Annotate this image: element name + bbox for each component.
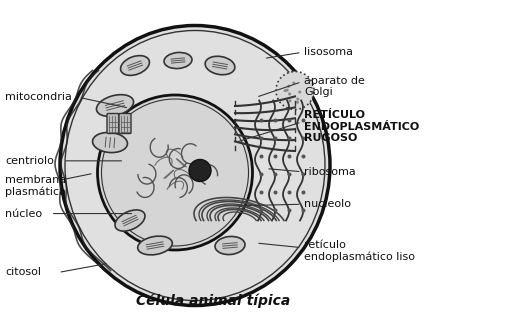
FancyBboxPatch shape	[119, 114, 131, 133]
Ellipse shape	[287, 85, 290, 88]
Ellipse shape	[276, 71, 314, 110]
Ellipse shape	[302, 209, 306, 213]
Ellipse shape	[287, 172, 292, 176]
Text: núcleo: núcleo	[5, 209, 42, 218]
Ellipse shape	[273, 155, 277, 159]
Ellipse shape	[302, 155, 306, 159]
Ellipse shape	[260, 209, 264, 213]
Ellipse shape	[284, 89, 286, 92]
FancyBboxPatch shape	[107, 114, 119, 133]
Ellipse shape	[273, 172, 277, 176]
Ellipse shape	[205, 56, 235, 75]
Ellipse shape	[285, 89, 288, 92]
Ellipse shape	[273, 191, 277, 195]
Ellipse shape	[260, 191, 264, 195]
Ellipse shape	[115, 210, 145, 231]
Ellipse shape	[296, 101, 299, 104]
Ellipse shape	[60, 25, 330, 306]
Text: centriolo: centriolo	[5, 156, 54, 166]
Ellipse shape	[260, 172, 264, 176]
Ellipse shape	[138, 236, 172, 255]
Ellipse shape	[302, 118, 306, 122]
Ellipse shape	[296, 98, 299, 101]
Ellipse shape	[302, 191, 306, 195]
Ellipse shape	[302, 136, 306, 140]
Ellipse shape	[97, 95, 252, 250]
Ellipse shape	[273, 136, 277, 140]
Ellipse shape	[293, 81, 296, 85]
Ellipse shape	[164, 52, 192, 69]
Text: membrana
plasmática: membrana plasmática	[5, 174, 66, 197]
Ellipse shape	[287, 191, 292, 195]
Ellipse shape	[273, 118, 277, 122]
Text: retículo
endoplasmático liso: retículo endoplasmático liso	[304, 240, 415, 262]
Ellipse shape	[273, 209, 277, 213]
Text: citosol: citosol	[5, 267, 41, 277]
Ellipse shape	[287, 209, 292, 213]
Text: aparato de
Golgi: aparato de Golgi	[304, 76, 365, 97]
Text: Célula animal típica: Célula animal típica	[136, 294, 290, 308]
Text: mitocondria: mitocondria	[5, 92, 72, 102]
Ellipse shape	[287, 118, 292, 122]
Ellipse shape	[96, 95, 133, 116]
Ellipse shape	[260, 136, 264, 140]
Text: lisosoma: lisosoma	[304, 47, 353, 57]
Ellipse shape	[121, 56, 150, 75]
Text: nucleolo: nucleolo	[304, 199, 351, 209]
Ellipse shape	[298, 91, 301, 94]
Ellipse shape	[302, 172, 306, 176]
Text: ribosoma: ribosoma	[304, 167, 356, 177]
Ellipse shape	[287, 155, 292, 159]
Ellipse shape	[93, 132, 127, 153]
Ellipse shape	[288, 99, 292, 103]
Ellipse shape	[288, 92, 291, 95]
Ellipse shape	[215, 236, 245, 255]
Ellipse shape	[287, 136, 292, 140]
Ellipse shape	[189, 160, 211, 181]
Ellipse shape	[260, 118, 264, 122]
Ellipse shape	[260, 155, 264, 159]
Text: RETÍCULO
ENDOPLASMÁTICO
RUGOSO: RETÍCULO ENDOPLASMÁTICO RUGOSO	[304, 110, 419, 143]
